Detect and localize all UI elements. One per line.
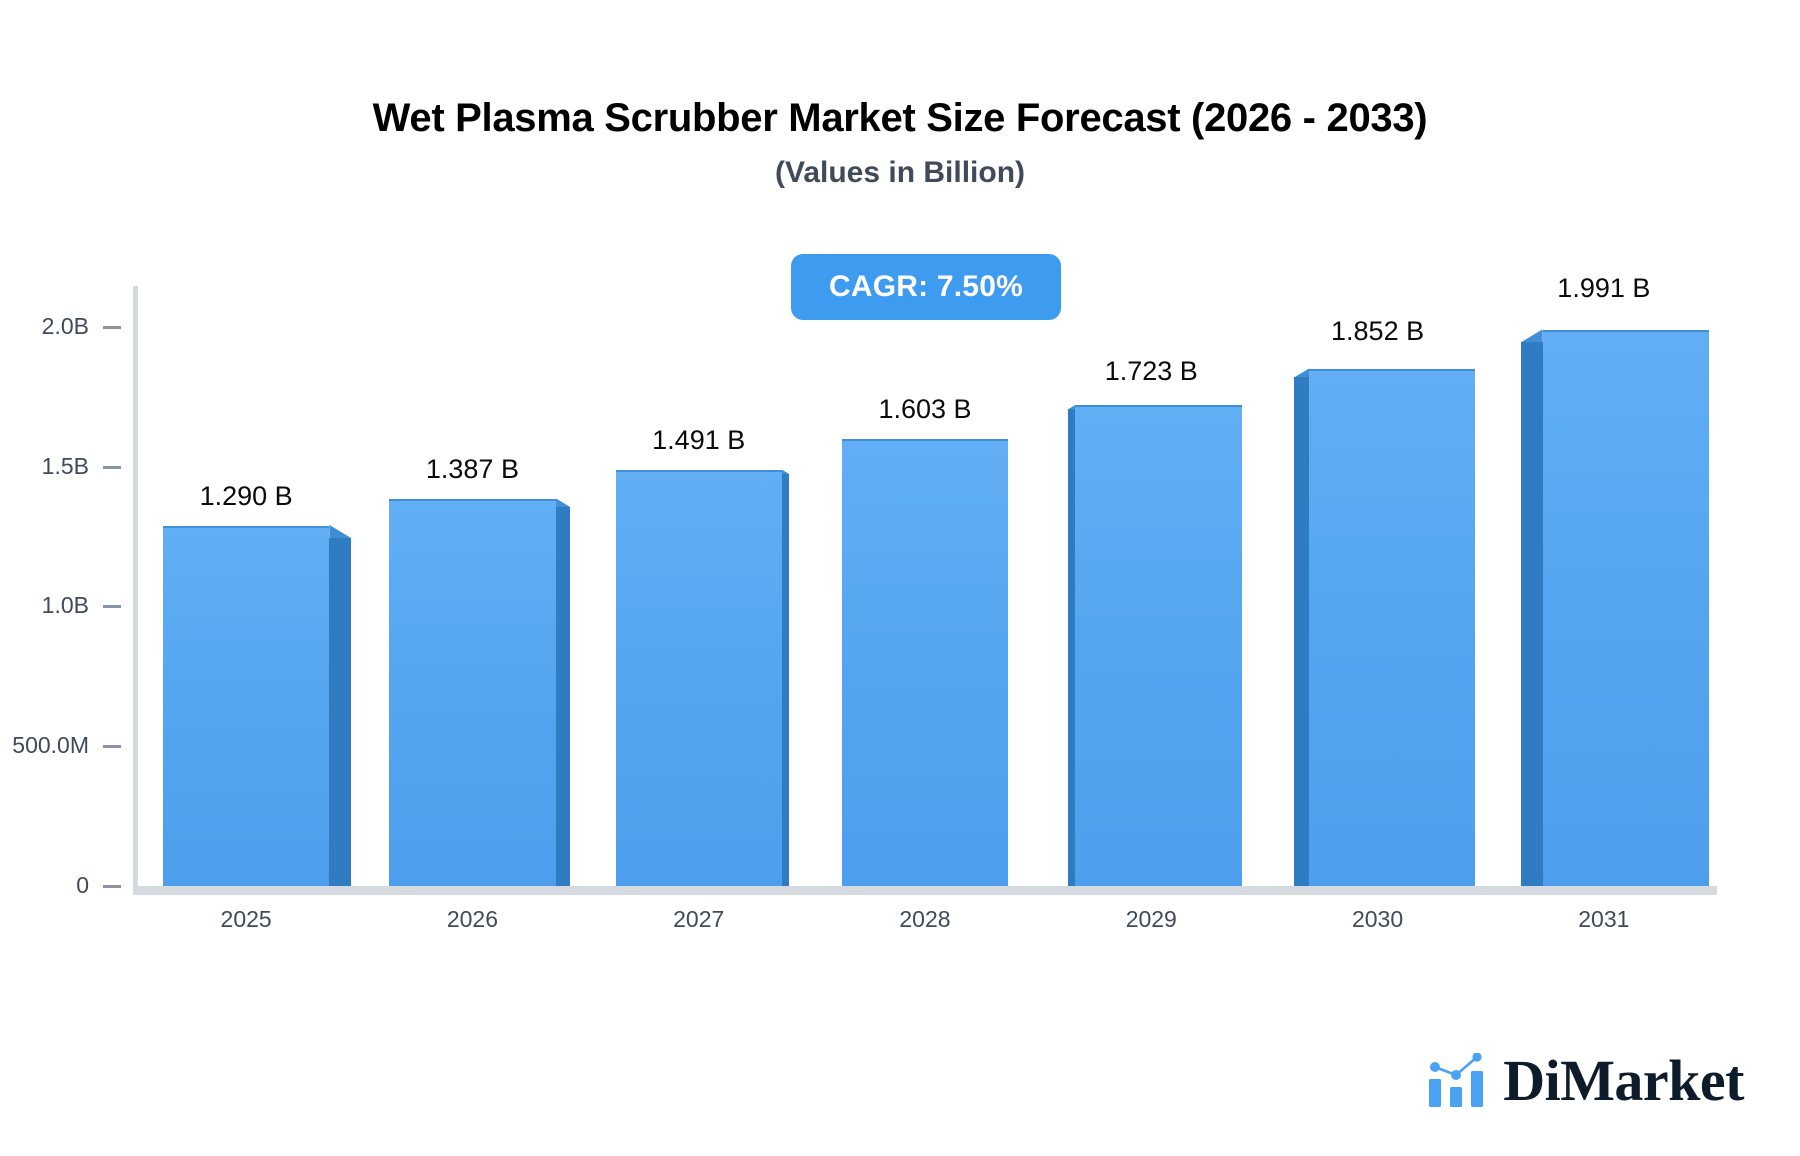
bar[interactable] <box>389 498 571 886</box>
bar[interactable] <box>841 438 1009 886</box>
bar-side-face <box>781 473 790 886</box>
x-axis-tick-label: 2026 <box>446 906 498 932</box>
bar-value-label: 1.852 B <box>1331 316 1425 347</box>
bar-group: 1.991 B <box>1491 273 1717 886</box>
y-axis-tick-label: 1.0B <box>41 592 89 619</box>
bar-front-face <box>1075 405 1242 886</box>
bar-value-label: 1.991 B <box>1557 273 1651 304</box>
chart-subtitle: (Values in Billion) <box>774 156 1026 189</box>
bar-side-face <box>555 507 571 886</box>
y-axis-tick-label: 1.5B <box>41 452 89 479</box>
bar-front-face <box>841 438 1009 886</box>
bar-front-face <box>162 526 330 886</box>
bar-group: 1.491 B <box>586 286 812 886</box>
chart-title: Wet Plasma Scrubber Market Size Forecast… <box>372 96 1428 140</box>
bar-top-face <box>781 469 790 474</box>
bar-top-face <box>1520 329 1543 343</box>
bar-front-face <box>1542 330 1709 886</box>
bar[interactable] <box>1068 404 1242 886</box>
bar[interactable] <box>615 469 790 886</box>
bar-group: 1.387 B <box>359 286 585 886</box>
x-axis-tick-label: 2028 <box>899 906 951 932</box>
y-axis-tick-label: 2.0B <box>41 313 89 340</box>
cagr-badge: CAGR: 7.50% <box>791 254 1061 320</box>
y-axis-tick-dash <box>103 605 121 609</box>
plot-area: 0 500.0M 1.0B 1.5B 2.0B 1.290 B 1.387 B 1.491 … <box>12 273 1717 896</box>
bar-value-label: 1.491 B <box>652 424 746 455</box>
bar[interactable] <box>1294 368 1476 886</box>
brand-name: DiMarket <box>1503 1048 1744 1113</box>
bar-front-face <box>389 498 556 886</box>
bar-group: 1.603 B <box>812 286 1038 886</box>
bar-side-face <box>1068 409 1076 886</box>
x-axis-tick-label: 2030 <box>1351 906 1404 932</box>
bar-side-face <box>329 538 352 886</box>
bar-group: 1.290 B <box>133 286 359 886</box>
y-axis-tick-dash <box>103 465 121 469</box>
bar[interactable] <box>162 524 352 886</box>
x-axis-tick-label: 2025 <box>220 906 272 932</box>
bar-top-face <box>1294 368 1310 378</box>
bar-value-label: 1.290 B <box>199 481 293 511</box>
bar-value-label: 1.387 B <box>425 453 519 484</box>
bar-chart-trend-icon <box>1429 1053 1484 1107</box>
x-axis-baseline <box>133 886 1717 895</box>
x-axis-tick-label: 2031 <box>1578 906 1630 932</box>
bar-top-face <box>555 498 571 507</box>
bar-group: 1.852 B <box>1264 286 1490 886</box>
bar-value-label: 1.723 B <box>1104 356 1198 387</box>
x-axis-tick-label: 2029 <box>1125 906 1177 932</box>
bar-top-face <box>1068 404 1076 410</box>
bar-value-label: 1.603 B <box>878 393 972 424</box>
bar[interactable] <box>1520 329 1709 886</box>
y-axis-tick-label: 0 <box>76 871 89 898</box>
bar-top-face <box>329 524 352 539</box>
x-axis-ticks: 2025 2026 2027 2028 2029 2030 2031 <box>133 908 1717 948</box>
x-axis-tick-label: 2027 <box>673 906 725 932</box>
y-axis-tick-label: 500.0M <box>12 731 89 758</box>
bar-series: 1.290 B 1.387 B 1.491 B 1.603 B 1.723 B 1.852… <box>133 273 1717 886</box>
chart-header: Wet Plasma Scrubber Market Size Forecast… <box>0 96 1800 189</box>
bar-front-face <box>615 469 782 886</box>
bar-side-face <box>1520 342 1543 886</box>
y-axis-tick-dash <box>103 744 121 748</box>
y-axis-tick-dash <box>103 884 121 888</box>
y-axis-tick-dash <box>103 326 121 330</box>
brand-logo: DiMarket <box>1427 1052 1744 1110</box>
y-axis-line <box>133 286 138 886</box>
bar-side-face <box>1294 377 1310 886</box>
bar-group: 1.723 B <box>1038 286 1264 886</box>
bar-front-face <box>1309 369 1476 886</box>
